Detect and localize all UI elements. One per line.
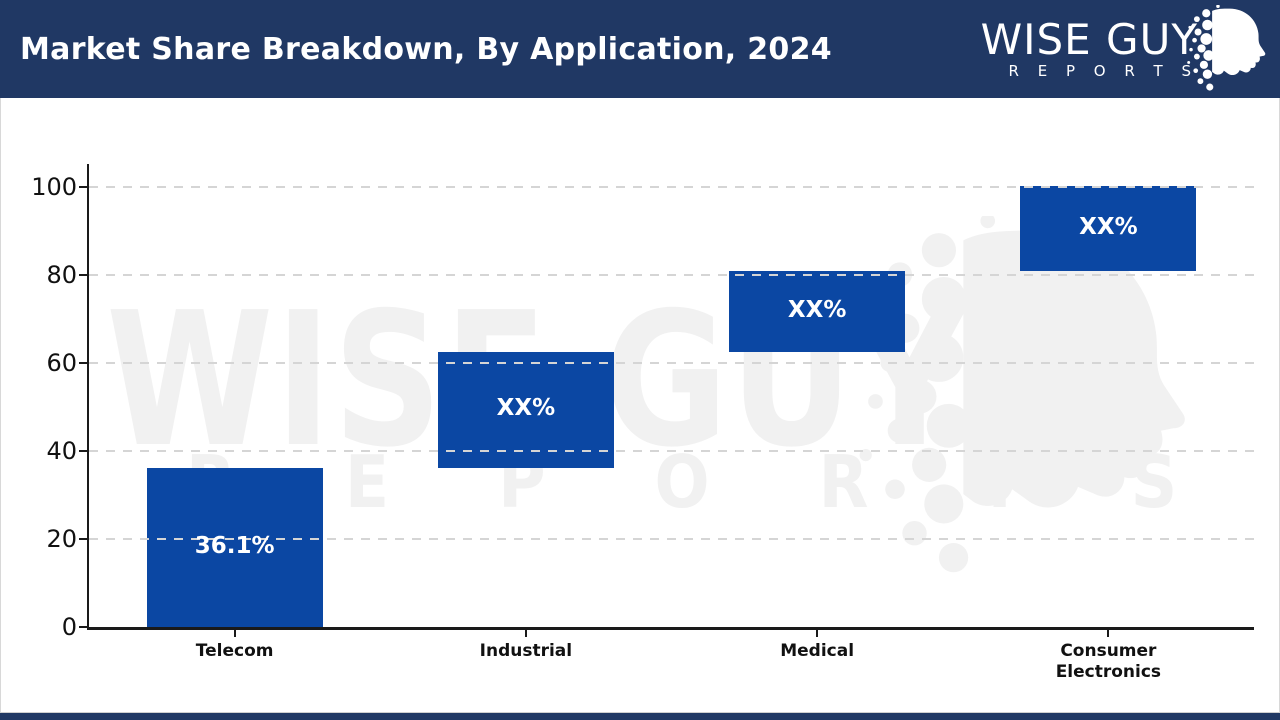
- bar-telecom: [146, 468, 323, 627]
- gridline-80: [89, 274, 1254, 276]
- logo-face-icon: [1187, 5, 1266, 91]
- x-category-label: Telecom: [195, 641, 274, 661]
- logo-subtitle: R E P O R T S: [1008, 62, 1198, 80]
- y-axis-line: [87, 164, 89, 630]
- header: Market Share Breakdown, By Application, …: [0, 0, 1280, 98]
- x-axis-line: [87, 627, 1254, 630]
- y-tick: [79, 362, 89, 364]
- y-tick-label: 20: [46, 525, 77, 553]
- y-tick: [79, 274, 89, 276]
- y-tick-label: 40: [46, 437, 77, 465]
- x-tick: [1107, 630, 1110, 637]
- bar-value-label: XX%: [496, 395, 556, 422]
- footer-bar: [0, 713, 1280, 720]
- x-tick: [233, 630, 236, 637]
- gridline-40: [89, 450, 1254, 452]
- bar-value-label: 36.1%: [194, 532, 275, 559]
- chart-area: WISE GUY R E P O R T S 36.1% XX% XX% XX% 0 20…: [0, 98, 1280, 713]
- y-tick: [79, 450, 89, 452]
- y-tick-label: 80: [46, 261, 77, 289]
- x-category-label: Medical: [780, 641, 855, 661]
- logo-text: WISE GUY R E P O R T S: [981, 19, 1198, 79]
- logo: WISE GUY R E P O R T S: [981, 0, 1266, 98]
- bar-industrial: [437, 352, 614, 469]
- x-tick: [816, 630, 819, 637]
- y-tick: [79, 538, 89, 540]
- bar-value-label: XX%: [787, 296, 847, 323]
- watermark-subtitle: R E P O R T S: [186, 440, 1221, 524]
- y-tick-label: 0: [61, 613, 77, 641]
- y-tick: [79, 186, 89, 188]
- gridline-100: [89, 186, 1254, 188]
- bar-value-label: XX%: [1079, 213, 1138, 240]
- x-category-label: Consumer Electronics: [1055, 641, 1162, 683]
- gridline-20: [89, 538, 1254, 540]
- logo-wordmark: WISE GUY: [980, 15, 1198, 64]
- x-category-label: Industrial: [479, 641, 573, 661]
- page-title: Market Share Breakdown, By Application, …: [20, 31, 832, 67]
- gridline-60: [89, 362, 1254, 364]
- y-tick-label: 100: [31, 173, 77, 201]
- y-tick-label: 60: [46, 349, 77, 377]
- y-tick: [79, 626, 89, 628]
- x-tick: [524, 630, 527, 637]
